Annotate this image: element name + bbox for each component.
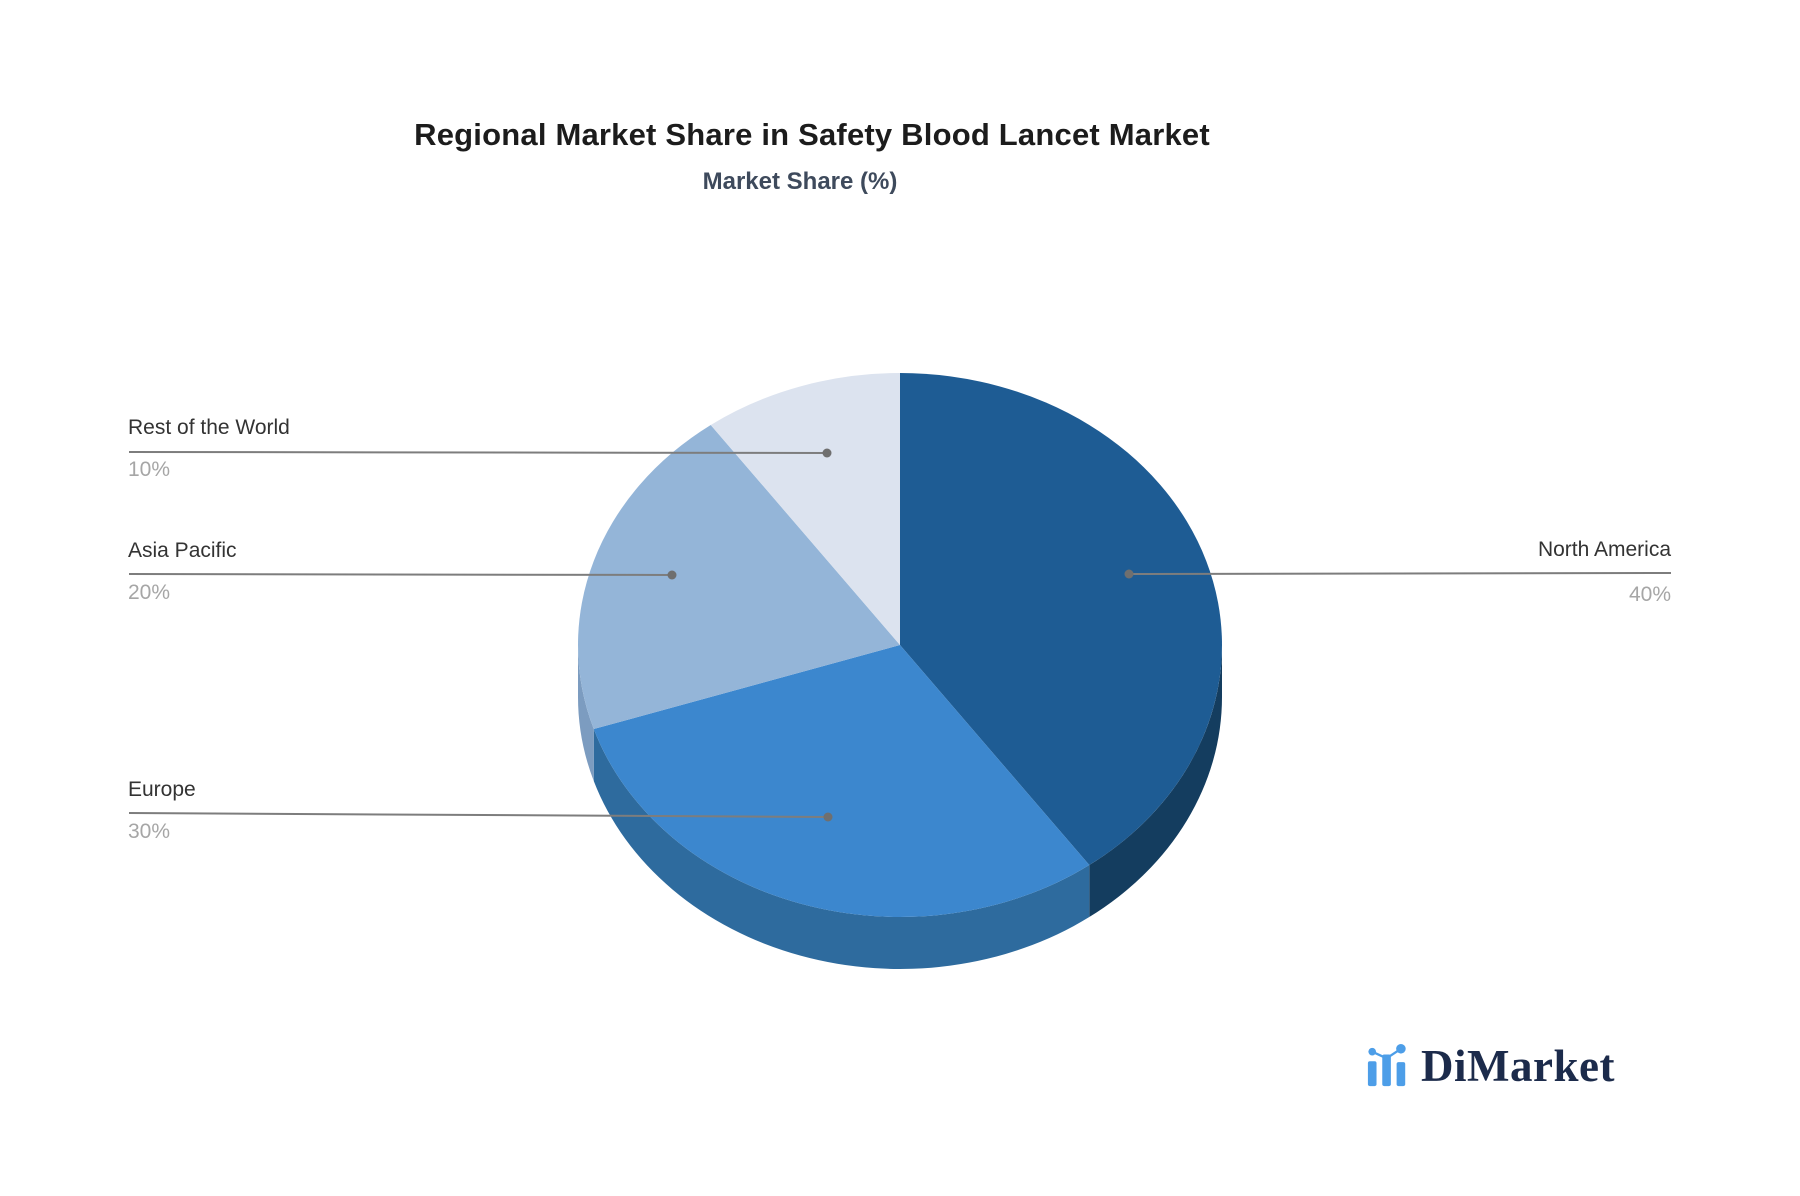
slice-label-percent: 30% [128, 820, 171, 843]
slice-label-name: North America [1537, 538, 1671, 561]
leader-line-europe [128, 812, 829, 818]
slice-label-rest-of-the-world: Rest of the World 10% [128, 417, 688, 481]
leader-dot-rest-of-the-world [822, 448, 832, 458]
slice-label-name: Asia Pacific [128, 539, 237, 562]
bar-line-chart-icon [1367, 1044, 1406, 1087]
leader-dot-asia-pacific [667, 570, 677, 580]
leader-dot-europe [823, 812, 833, 822]
leader-line-north-america [1128, 572, 1672, 575]
slice-label-europe: Europe 30% [128, 779, 688, 843]
pie-slice-europe[interactable] [593, 645, 1090, 917]
slice-label-name: Rest of the World [128, 416, 290, 439]
pie-slice-side-asia-pacific [578, 645, 594, 782]
slice-label-percent: 20% [128, 581, 171, 604]
leader-line-rest-of-the-world [128, 451, 828, 454]
chart-title: Regional Market Share in Safety Blood La… [414, 117, 1210, 152]
pie-slice-north-america[interactable] [900, 373, 1222, 866]
brand-logo: DiMarket [1366, 1040, 1615, 1092]
leader-line-asia-pacific [128, 573, 673, 576]
slice-label-percent: 40% [1628, 583, 1671, 606]
slice-label-name: Europe [128, 778, 196, 801]
pie-slice-rest-of-the-world[interactable] [710, 373, 900, 645]
leader-dot-north-america [1124, 569, 1134, 579]
pie-slice-asia-pacific[interactable] [578, 424, 900, 730]
slice-label-asia-pacific: Asia Pacific 20% [128, 540, 688, 604]
brand-name: DiMarket [1421, 1041, 1615, 1091]
slice-label-percent: 10% [128, 458, 171, 481]
slice-label-north-america: North America 40% [1111, 539, 1671, 606]
chart-subtitle: Market Share (%) [702, 168, 898, 195]
pie-slice-side-north-america [1089, 645, 1222, 918]
pie-slice-side-europe [593, 729, 1090, 969]
